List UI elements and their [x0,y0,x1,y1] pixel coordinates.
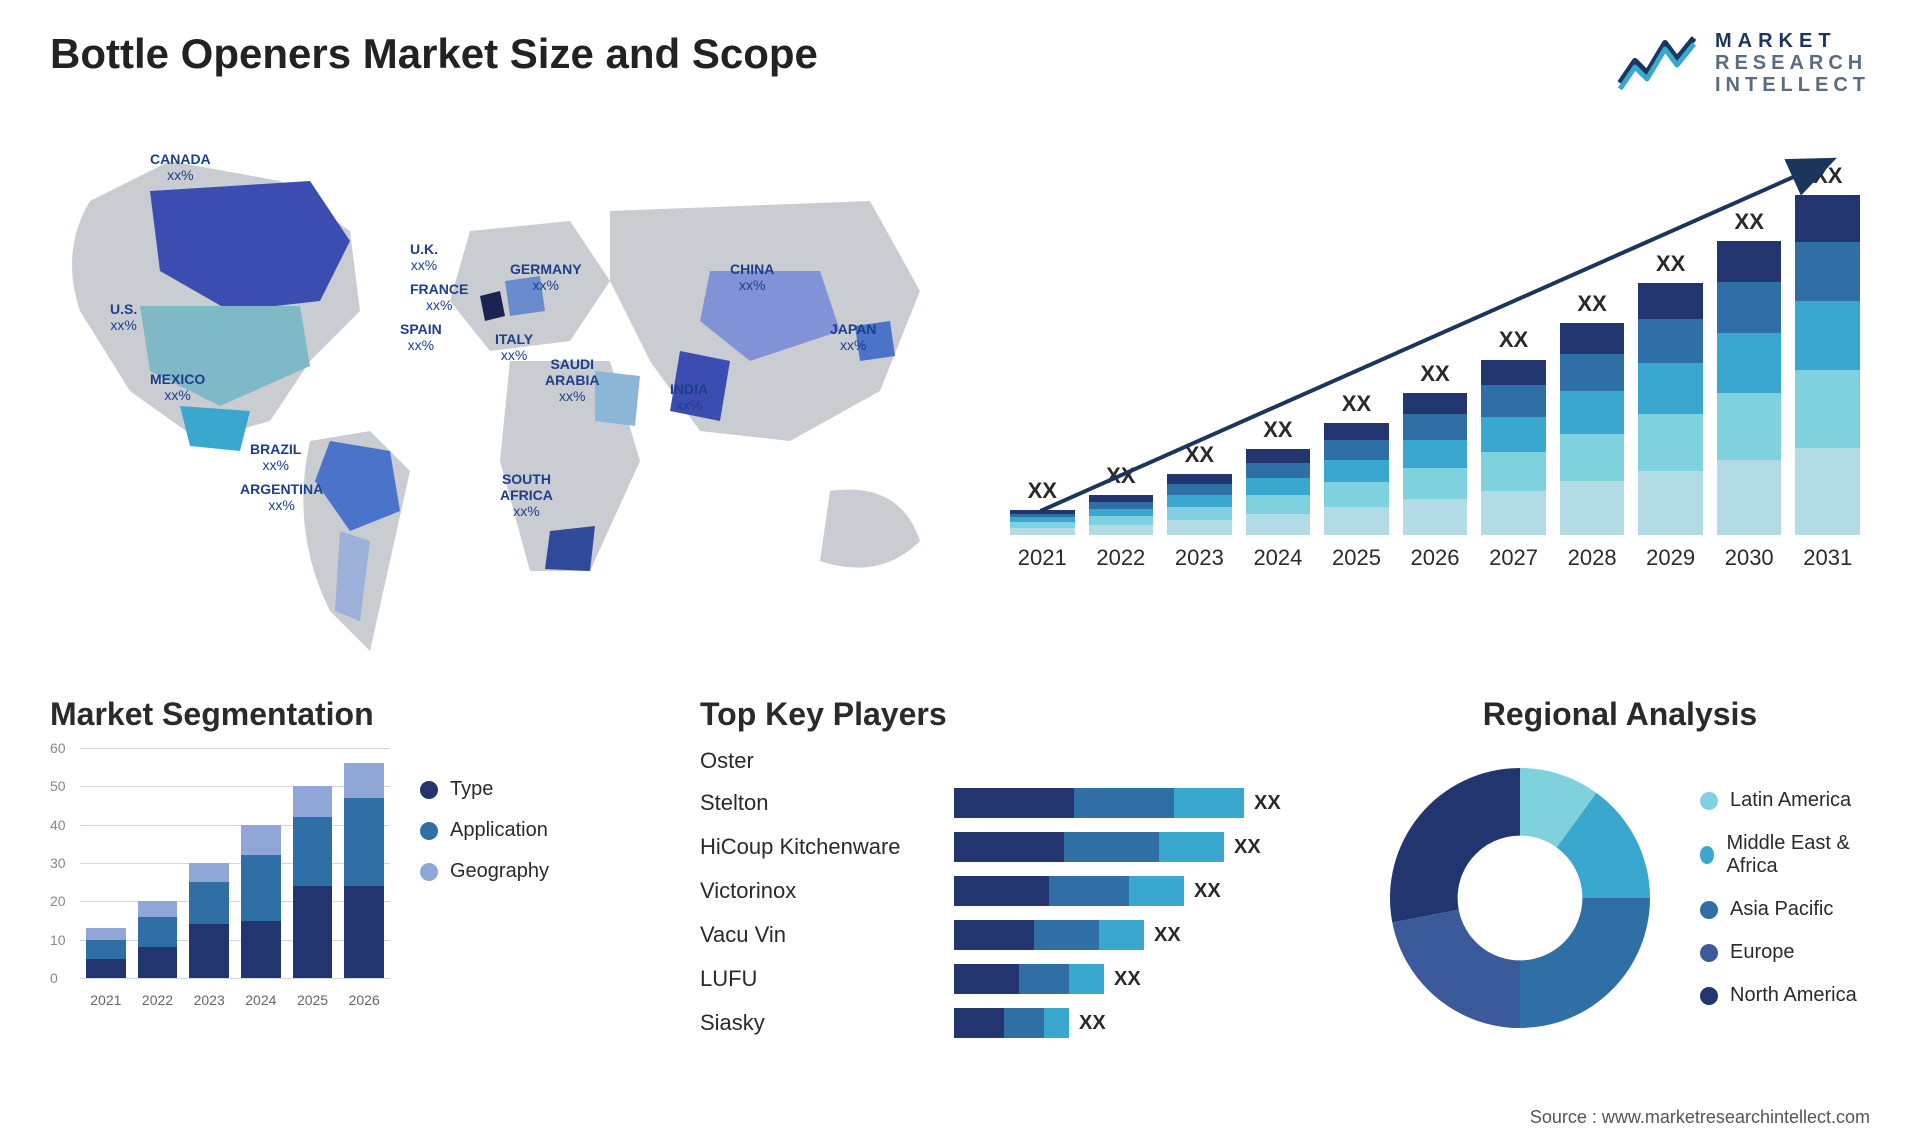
legend-item: Type [420,778,549,801]
legend-item: North America [1700,984,1870,1007]
legend-label: Middle East & Africa [1726,832,1870,878]
player-name: Oster [700,748,940,774]
map-label: CHINAxx% [730,261,774,293]
legend-item: Geography [420,860,549,883]
seg-y-label: 10 [50,932,66,948]
map-label: FRANCExx% [410,281,468,313]
player-row: Stelton XX [700,788,1340,818]
regional-donut-chart [1370,748,1670,1048]
player-name: HiCoup Kitchenware [700,834,940,860]
segmentation-legend: Type Application Geography [420,748,549,1008]
seg-bar-column [138,901,178,978]
legend-label: Latin America [1730,789,1851,812]
player-row: HiCoup Kitchenware XX [700,832,1340,862]
logo-text-1: MARKET [1715,30,1870,52]
player-row: Siasky XX [700,1008,1340,1038]
trend-arrow-icon [1000,131,1870,551]
player-row: Oster [700,748,1340,774]
legend-label: Type [450,778,493,801]
legend-label: Europe [1730,941,1795,964]
seg-bar-column [293,786,333,978]
map-label: ARGENTINAxx% [240,481,323,513]
player-bar [954,964,1104,994]
player-value: XX [1194,880,1221,903]
map-label: ITALYxx% [495,331,533,363]
player-row: Victorinox XX [700,876,1340,906]
legend-label: North America [1730,984,1857,1007]
seg-y-label: 30 [50,855,66,871]
growth-bar-chart: XX2021XX2022XX2023XX2024XX2025XX2026XX20… [1000,131,1870,671]
player-value: XX [1154,924,1181,947]
map-label: SAUDIARABIAxx% [545,356,599,404]
legend-label: Application [450,819,548,842]
logo-text-2: RESEARCH [1715,52,1870,74]
legend-item: Europe [1700,941,1870,964]
player-value: XX [1079,1012,1106,1035]
map-label: JAPANxx% [830,321,876,353]
world-map-chart: CANADAxx% U.S.xx% MEXICOxx% BRAZILxx% ARGENT… [50,131,970,671]
logo-text-3: INTELLECT [1715,74,1870,96]
players-section: Top Key Players OsterSteltonXXHiCoup Kit… [700,696,1340,1048]
source-attribution: Source : www.marketresearchintellect.com [1530,1107,1870,1128]
page-title: Bottle Openers Market Size and Scope [50,30,818,78]
players-title: Top Key Players [700,696,1340,733]
seg-y-label: 0 [50,970,58,986]
legend-item: Asia Pacific [1700,898,1870,921]
map-label: U.K.xx% [410,241,438,273]
donut-segment [1392,910,1520,1028]
player-row: Vacu Vin XX [700,920,1340,950]
player-bar [954,832,1224,862]
regional-title: Regional Analysis [1370,696,1870,733]
donut-segment [1520,898,1650,1028]
player-name: Vacu Vin [700,922,940,948]
player-row: LUFU XX [700,964,1340,994]
map-label: CANADAxx% [150,151,211,183]
legend-item: Middle East & Africa [1700,832,1870,878]
donut-segment [1390,768,1520,922]
segmentation-bar-chart: 0102030405060 202120222023202420252026 [50,748,390,1008]
player-bar [954,788,1244,818]
player-name: Stelton [700,790,940,816]
seg-bar-column [344,763,384,978]
seg-x-label: 2023 [183,992,235,1008]
legend-label: Asia Pacific [1730,898,1833,921]
seg-y-label: 20 [50,893,66,909]
map-label: SOUTHAFRICAxx% [500,471,553,519]
map-label: BRAZILxx% [250,441,301,473]
player-name: Victorinox [700,878,940,904]
logo-mark-icon [1617,33,1697,93]
map-label: U.S.xx% [110,301,137,333]
player-bar [954,920,1144,950]
player-name: Siasky [700,1010,940,1036]
player-value: XX [1114,968,1141,991]
seg-y-label: 60 [50,740,66,756]
player-bar [954,1008,1069,1038]
player-value: XX [1234,836,1261,859]
seg-y-label: 40 [50,817,66,833]
legend-item: Application [420,819,549,842]
seg-x-label: 2025 [287,992,339,1008]
regional-section: Regional Analysis Latin America Middle Ea… [1370,696,1870,1048]
brand-logo: MARKET RESEARCH INTELLECT [1617,30,1870,96]
seg-bar-column [86,928,126,978]
seg-bar-column [189,863,229,978]
seg-x-label: 2026 [338,992,390,1008]
map-label: MEXICOxx% [150,371,205,403]
player-bar [954,876,1184,906]
map-label: INDIAxx% [670,381,708,413]
player-value: XX [1254,792,1281,815]
map-label: GERMANYxx% [510,261,582,293]
seg-y-label: 50 [50,778,66,794]
map-label: SPAINxx% [400,321,442,353]
player-name: LUFU [700,966,940,992]
seg-bar-column [241,825,281,978]
regional-legend: Latin America Middle East & Africa Asia Pa… [1700,789,1870,1007]
seg-x-label: 2024 [235,992,287,1008]
segmentation-title: Market Segmentation [50,696,670,733]
seg-x-label: 2021 [80,992,132,1008]
legend-label: Geography [450,860,549,883]
segmentation-section: Market Segmentation 0102030405060 202120… [50,696,670,1048]
legend-item: Latin America [1700,789,1870,812]
seg-x-label: 2022 [132,992,184,1008]
